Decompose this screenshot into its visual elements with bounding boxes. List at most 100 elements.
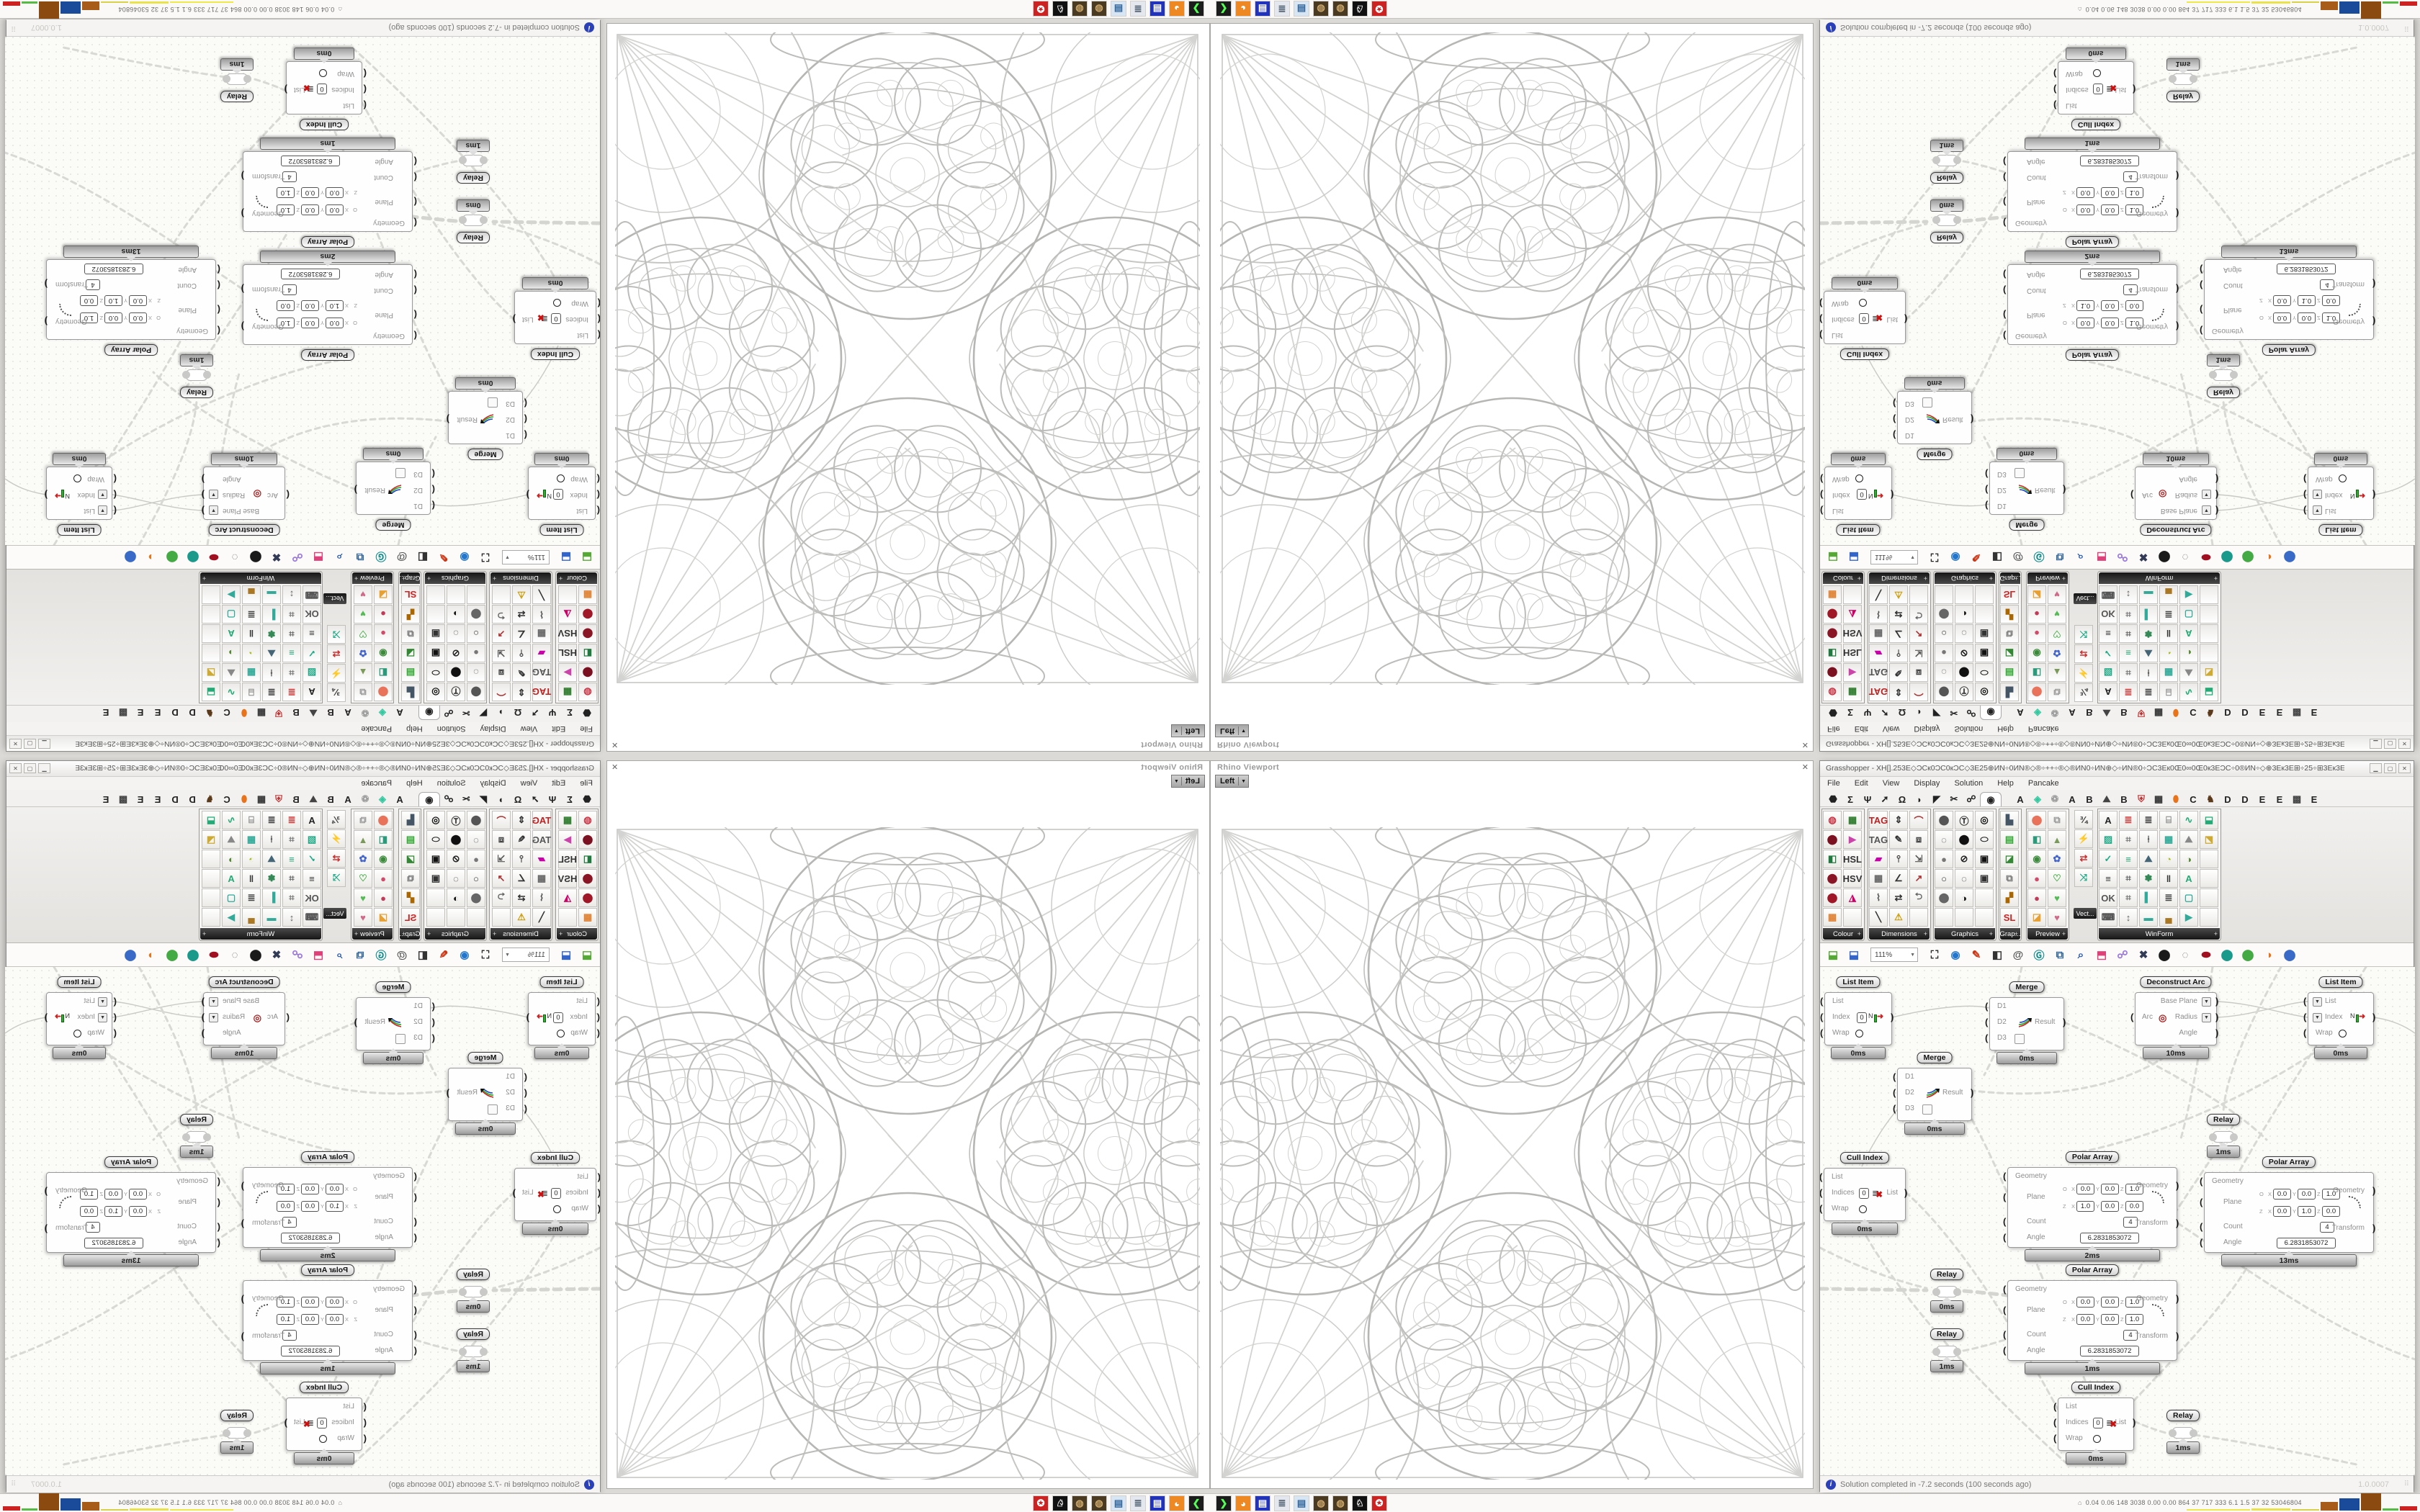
flatten-icon[interactable]: ▼ [2313, 490, 2322, 499]
category-tab-0[interactable]: ⬣ [583, 793, 591, 804]
open-folder-icon[interactable]: ⬓ [1827, 551, 1839, 563]
input-socket[interactable]: ( [363, 1417, 367, 1428]
component-icon[interactable]: ⌇ [1869, 605, 1888, 624]
input-socket[interactable]: ( [217, 280, 220, 291]
component-icon[interactable]: OK [302, 605, 321, 624]
badge-icon[interactable]: ✪ [1033, 1495, 1049, 1511]
input-socket[interactable]: ( [413, 1329, 417, 1340]
input-socket[interactable]: ( [413, 330, 417, 341]
component-icon[interactable]: ≡ [282, 644, 301, 662]
index-value[interactable]: 0 [1857, 1012, 1867, 1023]
obscure-icon[interactable]: @ [2012, 948, 2024, 961]
palette-group-label[interactable]: Vect... [323, 593, 346, 604]
input-socket[interactable]: ( [2053, 1401, 2057, 1412]
component-icon[interactable]: ▢ [222, 888, 241, 907]
component-icon[interactable]: ⧉ [2048, 683, 2066, 701]
scroll-icon[interactable]: ≣ [1130, 1495, 1146, 1511]
output-socket[interactable]: ) [2372, 490, 2376, 500]
flatten-icon[interactable]: ▼ [2313, 505, 2322, 515]
relay-body[interactable] [462, 1286, 484, 1297]
component-icon[interactable]: ▦ [1843, 811, 1862, 829]
node-title[interactable]: Polar Array [104, 344, 158, 356]
component-icon[interactable]: ⤨ [2074, 625, 2093, 644]
category-tab-21[interactable]: C [2190, 707, 2197, 719]
component-icon[interactable]: ▤ [2000, 830, 2019, 849]
component-icon[interactable] [202, 585, 220, 604]
component-icon[interactable]: ⬤ [1823, 830, 1842, 849]
output-socket[interactable]: ) [44, 279, 48, 289]
component-icon[interactable]: TAG [1869, 811, 1888, 829]
component-icon[interactable]: ⬤ [467, 888, 485, 907]
category-tab-23[interactable]: D [2224, 793, 2231, 805]
firefox-icon[interactable]: ◕ [1169, 1, 1185, 17]
component-icon[interactable]: ⫯ [512, 850, 531, 868]
terminal-icon[interactable]: ❯ [1188, 1, 1204, 17]
component-icon[interactable]: ▍ [262, 888, 281, 907]
category-tab-12[interactable]: ◈ [379, 708, 386, 719]
input-socket[interactable]: ( [113, 1012, 117, 1022]
output-socket[interactable]: ) [201, 1027, 205, 1038]
node-title[interactable]: Relay [1930, 172, 1964, 184]
output-socket[interactable]: ) [241, 1293, 244, 1304]
category-tab-7[interactable]: ✂ [462, 793, 470, 804]
input-socket[interactable]: ( [1893, 1071, 1896, 1082]
plane-value[interactable]: 0.0 [2101, 1314, 2119, 1325]
component-icon[interactable]: SL [401, 908, 420, 927]
component-icon[interactable]: ◮ [558, 888, 577, 907]
component-icon[interactable]: ▬ [262, 585, 281, 604]
input-socket[interactable]: ( [286, 490, 290, 500]
input-socket[interactable]: ( [2303, 1027, 2307, 1038]
component-icon[interactable]: ⇄ [2074, 644, 2093, 663]
grasshopper-titlebar[interactable]: Grasshopper - XH[].253E◇ƆCк0ƆC0кƆC◇3E25⊕… [6, 735, 600, 751]
input-socket[interactable]: ( [2200, 1197, 2203, 1207]
relay-body[interactable] [186, 1131, 207, 1143]
angle-value[interactable]: 6.2831853072 [2080, 269, 2139, 279]
wireframe-mode-icon[interactable]: ⬤ [124, 949, 137, 961]
component-icon[interactable] [492, 908, 511, 927]
component-icon[interactable]: ⇕ [1889, 683, 1908, 701]
flatten-icon[interactable]: ▼ [209, 997, 218, 1007]
component-icon[interactable]: ✿ [354, 850, 372, 868]
input-socket[interactable]: ( [598, 314, 600, 325]
node-body[interactable]: ((((Geometry Plane O X 0.0 Y 0.0 Z 1.0 Z X 0.0 Y 1.0 Z… [2200, 259, 2375, 340]
component-icon[interactable]: ⬤ [467, 605, 485, 624]
node-body[interactable]: (▼ List(▼ Index(Wrap N ➜) [2303, 992, 2375, 1045]
viewport-projection-button[interactable]: Left ▼ [1215, 775, 1250, 788]
node-body[interactable]: ((((Geometry Plane O X 0.0 Y 0.0 Z 1.0 Z X 1.0 Y 0.0 Z… [241, 264, 417, 345]
viewport-projection-button[interactable]: Left ▼ [1215, 724, 1250, 737]
shaded-mode-icon[interactable]: ⬤ [187, 551, 200, 563]
component-icon[interactable]: SL [2000, 585, 2019, 604]
component-icon[interactable]: ▢ [2179, 888, 2198, 907]
menu-edit[interactable]: Edit [552, 724, 566, 733]
component-icon[interactable]: ✓ [302, 644, 321, 662]
wire-display-icon[interactable]: ✖ [272, 551, 282, 563]
component-icon[interactable]: ‖ [2159, 624, 2178, 643]
rendered-mode-icon[interactable]: ◑ [148, 948, 155, 961]
component-icon[interactable]: ▬ [2139, 908, 2158, 927]
gem-icon[interactable]: ⬬ [209, 948, 219, 961]
node-title[interactable]: List Item [1836, 976, 1881, 988]
component-icon[interactable] [2200, 888, 2218, 907]
component-icon[interactable]: ⮌ [492, 605, 511, 624]
component-icon[interactable]: ◉ [374, 644, 393, 662]
gem-icon[interactable]: ⬬ [209, 551, 219, 564]
component-icon[interactable]: ⬓ [202, 683, 220, 701]
component-icon[interactable]: ▦ [578, 908, 597, 927]
plane-value[interactable]: 0.0 [2273, 1189, 2291, 1200]
wrap-toggle[interactable] [553, 299, 561, 307]
plane-value[interactable]: 0.0 [80, 295, 98, 306]
wrap-toggle[interactable] [2093, 69, 2101, 77]
angle-value[interactable]: 6.2831853072 [2277, 1238, 2336, 1248]
input-socket[interactable]: ( [596, 490, 600, 500]
component-icon[interactable]: ✓ [2099, 850, 2118, 868]
close-button[interactable]: ✕ [2398, 739, 2411, 749]
palette-group-label[interactable]: Dimensions + [1869, 572, 1930, 584]
resize-grip-icon[interactable]: ⠿ [2403, 24, 2409, 32]
node-body[interactable]: (D1(D2(D3 Result) [354, 462, 435, 515]
component-icon[interactable]: ⬤ [1955, 830, 1973, 849]
category-tab-4[interactable]: Ω [514, 707, 522, 719]
menu-pancake[interactable]: Pancake [361, 779, 393, 788]
component-icon[interactable]: ▶ [1843, 663, 1862, 682]
